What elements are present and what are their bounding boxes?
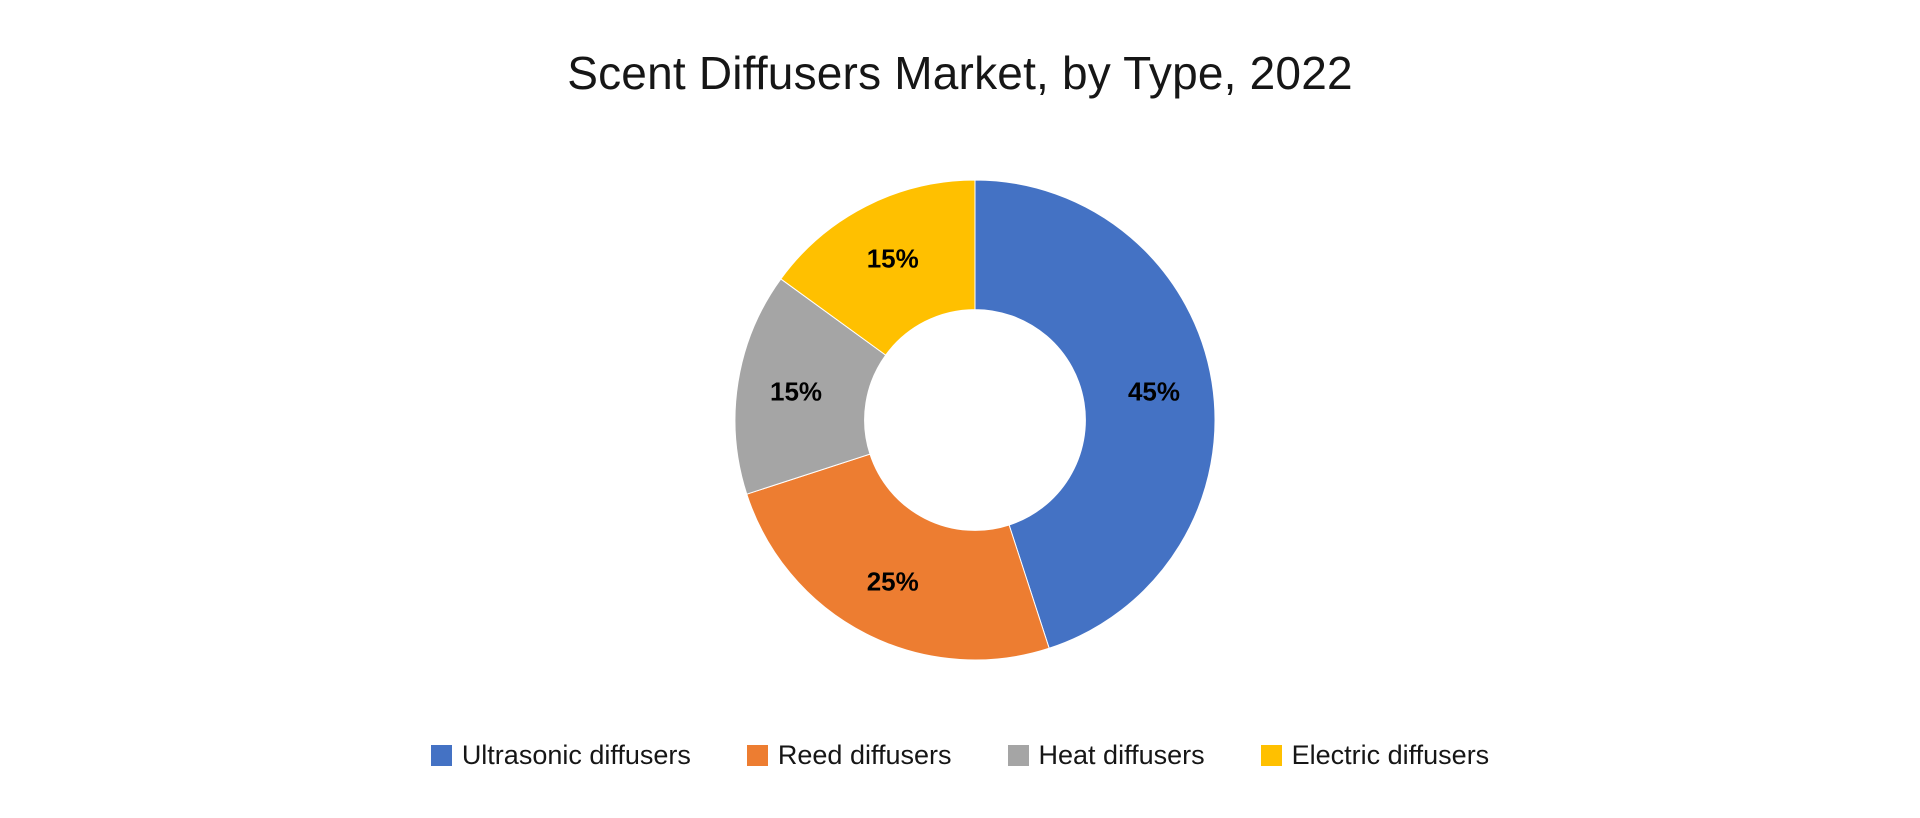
chart-plot-area: 45% 25% 15% 15% bbox=[734, 179, 1216, 661]
legend-item-electric-diffusers[interactable]: Electric diffusers bbox=[1260, 740, 1490, 770]
slice-data-label: 15% bbox=[867, 244, 919, 274]
legend-item-reed-diffusers[interactable]: Reed diffusers bbox=[746, 740, 952, 770]
chart-title: Scent Diffusers Market, by Type, 2022 bbox=[567, 47, 1353, 99]
legend-item-label: Ultrasonic diffusers bbox=[461, 740, 691, 770]
legend-item-label: Electric diffusers bbox=[1291, 740, 1490, 770]
donut-slice[interactable] bbox=[746, 453, 1050, 661]
chart-legend: Ultrasonic diffusers Reed diffusers Heat… bbox=[0, 742, 1920, 769]
donut-slice[interactable] bbox=[974, 179, 1216, 649]
donut-slices bbox=[734, 179, 1216, 661]
legend-item-label: Heat diffusers bbox=[1038, 740, 1205, 770]
donut-slice[interactable] bbox=[780, 179, 976, 356]
slice-data-label: 25% bbox=[867, 566, 919, 596]
legend-item-heat-diffusers[interactable]: Heat diffusers bbox=[1007, 740, 1205, 770]
slice-data-label: 15% bbox=[770, 377, 822, 407]
donut-slice[interactable] bbox=[734, 278, 887, 495]
legend-item-label: Reed diffusers bbox=[777, 740, 952, 770]
donut-data-labels: 45% 25% 15% 15% bbox=[770, 244, 1180, 597]
legend-swatch-icon bbox=[1260, 745, 1282, 766]
legend-item-ultrasonic-diffusers[interactable]: Ultrasonic diffusers bbox=[430, 740, 691, 770]
slice-data-label: 45% bbox=[1128, 377, 1180, 407]
legend-swatch-icon bbox=[1007, 745, 1029, 766]
legend-swatch-icon bbox=[430, 745, 452, 766]
legend-swatch-icon bbox=[746, 745, 768, 766]
donut-svg: 45% 25% 15% 15% bbox=[734, 179, 1216, 661]
